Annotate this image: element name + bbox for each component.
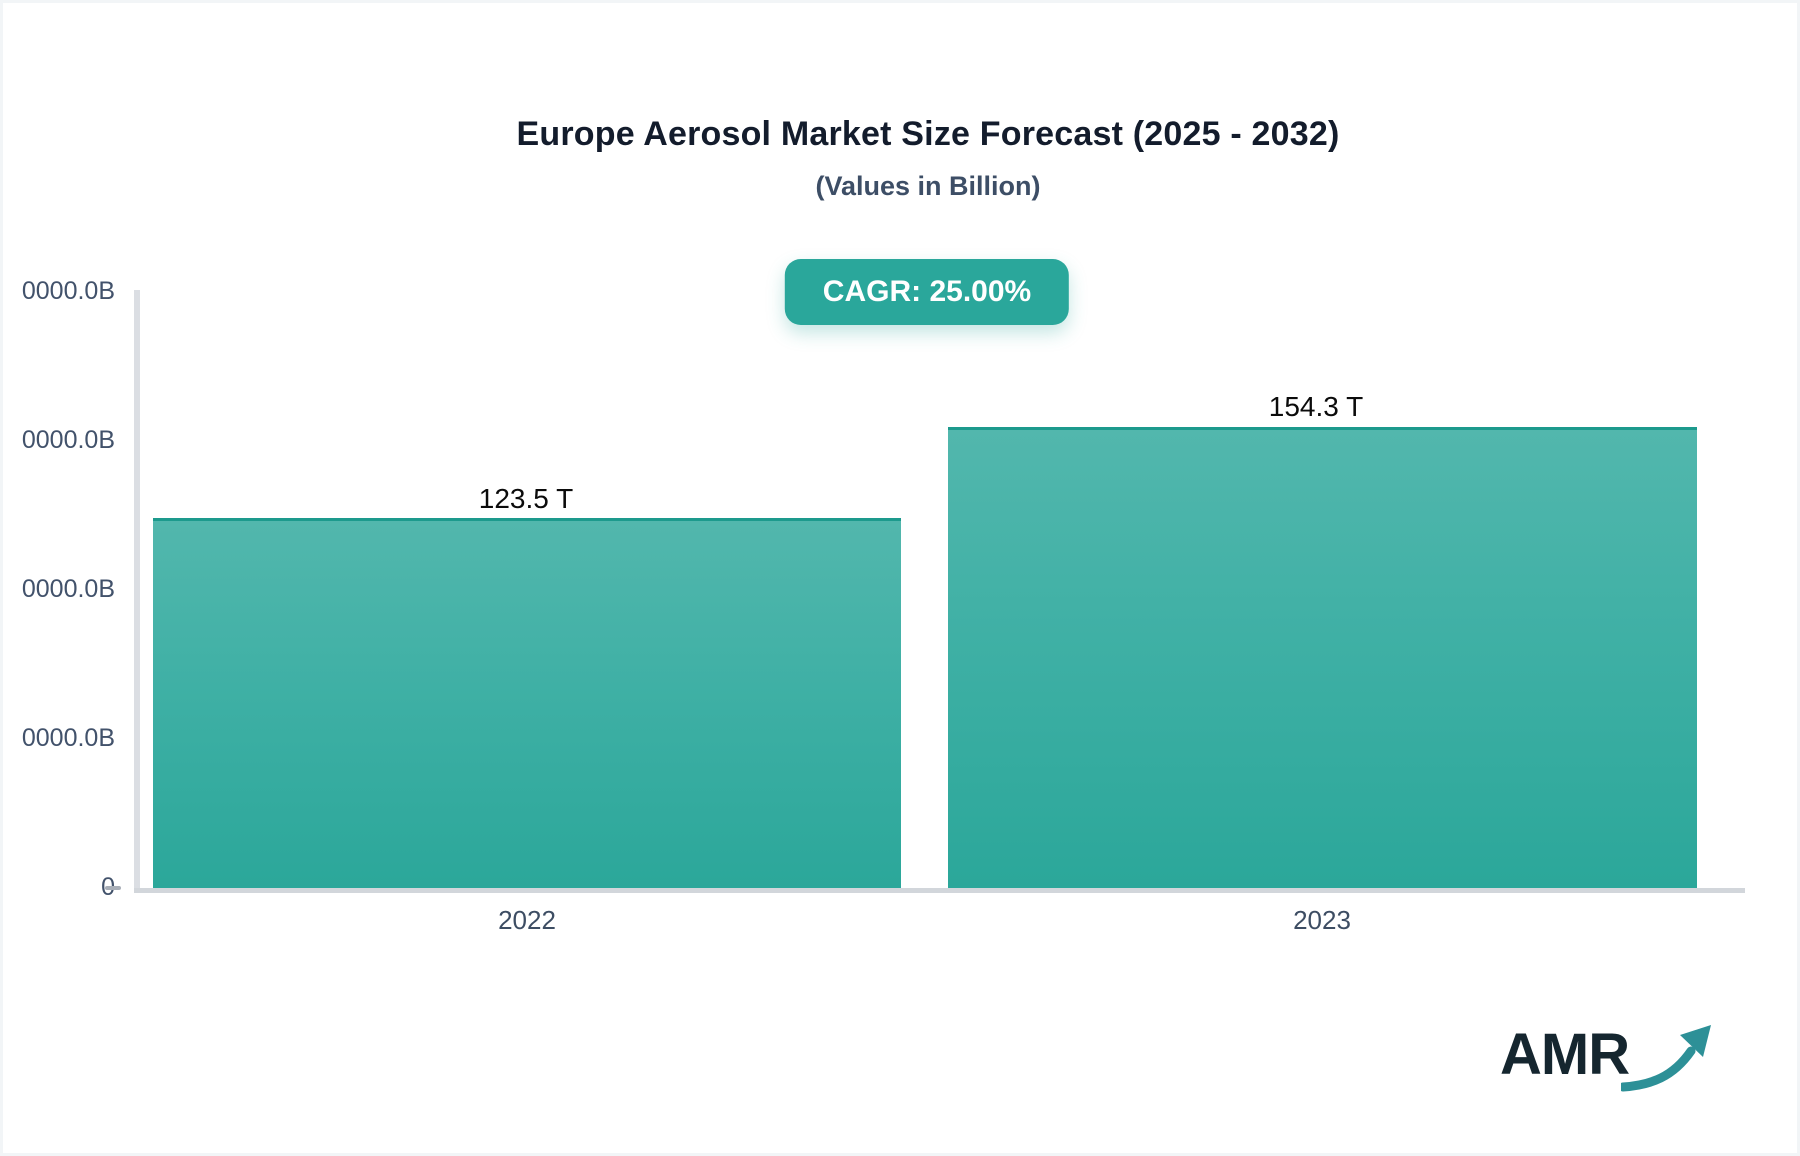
y-axis-line <box>134 290 140 893</box>
bar-value-label: 123.5 T <box>478 483 574 514</box>
bar-value-label: 154.3 T <box>1268 391 1364 422</box>
x-axis-category-label: 2022 <box>498 905 556 935</box>
amr-logo-text: AMR <box>1500 1022 1630 1087</box>
y-axis-tick-label: 0000.0B <box>21 724 115 752</box>
trending-up-arrow-icon <box>1621 1025 1711 1092</box>
cagr-badge-label: CAGR: 25.00% <box>822 275 1032 308</box>
amr-logo: AMR <box>1500 1023 1715 1099</box>
bar-2022 <box>153 518 901 888</box>
y-axis-tick-label: 0000.0B <box>21 277 115 305</box>
x-axis-category-label: 2023 <box>1293 905 1351 935</box>
x-axis-line <box>134 888 1745 893</box>
zero-tick-mark <box>105 886 121 890</box>
cagr-badge: CAGR: 25.00% <box>784 259 1070 325</box>
chart-subtitle: (Values in Billion) <box>815 171 1041 201</box>
y-axis-tick-label: 0 <box>3 871 115 903</box>
y-axis-tick-label: 0000.0B <box>21 575 115 603</box>
bar-2023 <box>948 427 1697 888</box>
chart-title: Europe Aerosol Market Size Forecast (202… <box>516 115 1340 153</box>
y-axis-tick-label: 0000.0B <box>21 426 115 454</box>
